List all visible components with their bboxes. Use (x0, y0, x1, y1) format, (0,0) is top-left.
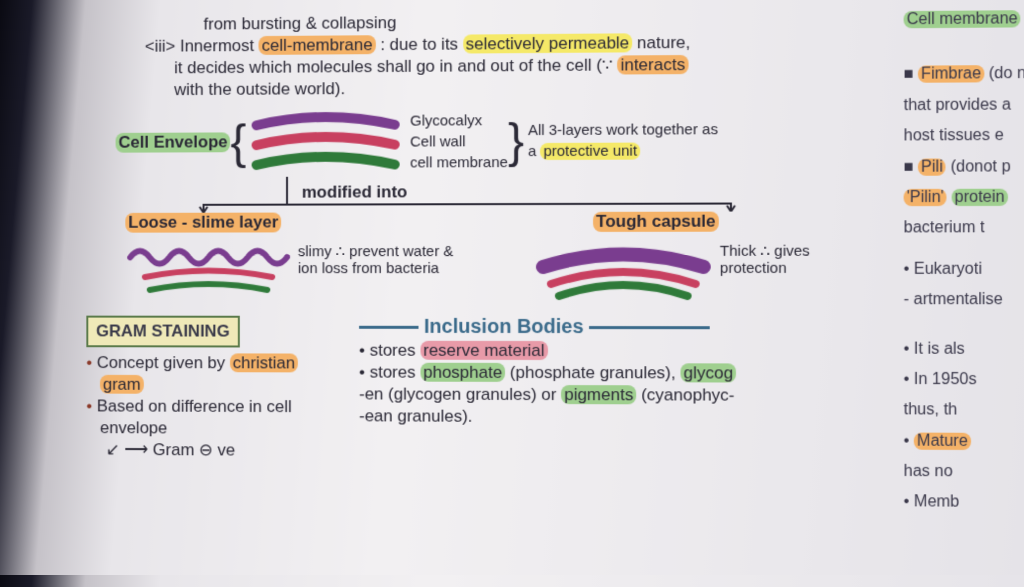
text: - artmentalise (904, 285, 1024, 316)
highlight: Fimbrae (918, 66, 984, 84)
text: Thick ∴ gives (720, 242, 810, 260)
text: thus, th (904, 395, 1024, 426)
text: that provides a (904, 90, 1024, 121)
bottom-row: GRAM STAINING • Concept given by christi… (86, 316, 1006, 467)
layer-labels: Glycocalyx Cell wall cell membrane (410, 110, 508, 173)
inclusion-title: Inclusion Bodies (424, 316, 584, 338)
text: ion loss from bacteria (298, 260, 453, 277)
text-line: with the outside world). (174, 75, 1006, 100)
bullet-iii: <iii> (145, 37, 175, 56)
text: slimy ∴ prevent water & (298, 242, 453, 260)
text: protection (720, 260, 810, 277)
highlight: glycog (680, 363, 736, 382)
text-line: it decides which molecules shall go in a… (174, 53, 1006, 78)
text: Concept given by (97, 353, 225, 372)
gram-staining: GRAM STAINING • Concept given by christi… (86, 316, 341, 463)
highlight: reserve material (420, 341, 547, 360)
highlight: christian (230, 353, 298, 372)
highlight: 'Pilin' (904, 189, 947, 206)
text: • In 1950s (904, 365, 1024, 396)
text: stores (370, 341, 416, 360)
highlight: gram (100, 375, 144, 394)
text: • Memb (904, 488, 1024, 520)
arrow-diagram: modified into (194, 175, 751, 212)
branches: Loose - slime layer slimy ∴ prevent wate… (125, 211, 1006, 302)
text: (donot p (951, 158, 1011, 175)
highlight: protective unit (540, 143, 640, 160)
highlight: interacts (618, 55, 689, 75)
layer-note: All 3-layers work together as a protecti… (528, 119, 718, 162)
brace-icon: { (230, 115, 246, 170)
text: • It is als (904, 334, 1024, 365)
highlight: Cell membrane (904, 10, 1021, 28)
branch-capsule: Tough capsule Thick ∴ gives protection (533, 211, 810, 302)
brace-icon: } (508, 114, 524, 169)
highlight: Mature (914, 432, 971, 449)
arrow-icon (194, 175, 751, 212)
text: envelope (100, 418, 341, 439)
envelope-diagram: Cell Envelope { Glycocalyx Cell wall cel… (86, 104, 1006, 178)
text: (phosphate granules), (510, 363, 676, 382)
label-glycocalyx: Glycocalyx (410, 110, 508, 131)
capsule-icon (533, 242, 714, 302)
highlight: cell-membrane (259, 35, 376, 55)
layers-icon (246, 107, 404, 177)
branch-title: Tough capsule (593, 212, 718, 232)
text: : due to its (380, 35, 458, 54)
text: host tissues e (904, 121, 1024, 152)
right-margin: Cell membrane ■ Fimbrae (do no that prov… (904, 0, 1024, 587)
branch-loose: Loose - slime layer slimy ∴ prevent wate… (125, 212, 453, 302)
text: Innermost (180, 36, 254, 55)
highlight: protein (951, 189, 1007, 206)
text: • Eukaryoti (904, 254, 1024, 285)
envelope-label: Cell Envelope (116, 132, 231, 152)
text: Gram ⊖ ve (153, 440, 235, 459)
text: it decides which molecules shall go in a… (174, 56, 613, 78)
notebook-page: from bursting & collapsing <iii> Innermo… (67, 0, 1024, 579)
arrow-label: modified into (302, 182, 408, 202)
arrow-icon: ↙ ⟶ (106, 440, 148, 459)
text: bacterium t (904, 213, 1024, 244)
highlight: pigments (561, 385, 636, 404)
text: a (528, 143, 536, 160)
text: has no (904, 457, 1024, 488)
branch-title: Loose - slime layer (125, 213, 281, 233)
text: stores (370, 363, 416, 382)
label-cellwall: Cell wall (410, 131, 508, 152)
highlight: selectively permeable (463, 33, 632, 53)
text: (do no (989, 65, 1024, 83)
text: nature, (637, 33, 690, 52)
slime-icon (125, 242, 292, 297)
text: (cyanophyc- (641, 385, 734, 404)
text: Based on difference in cell (97, 397, 292, 416)
gram-title: GRAM STAINING (86, 316, 239, 348)
highlight: Pili (918, 158, 946, 175)
highlight: phosphate (420, 363, 505, 382)
text: All 3-layers work together as (528, 119, 718, 141)
label-membrane: cell membrane (410, 152, 508, 173)
text: -en (glycogen granules) or (359, 384, 556, 404)
